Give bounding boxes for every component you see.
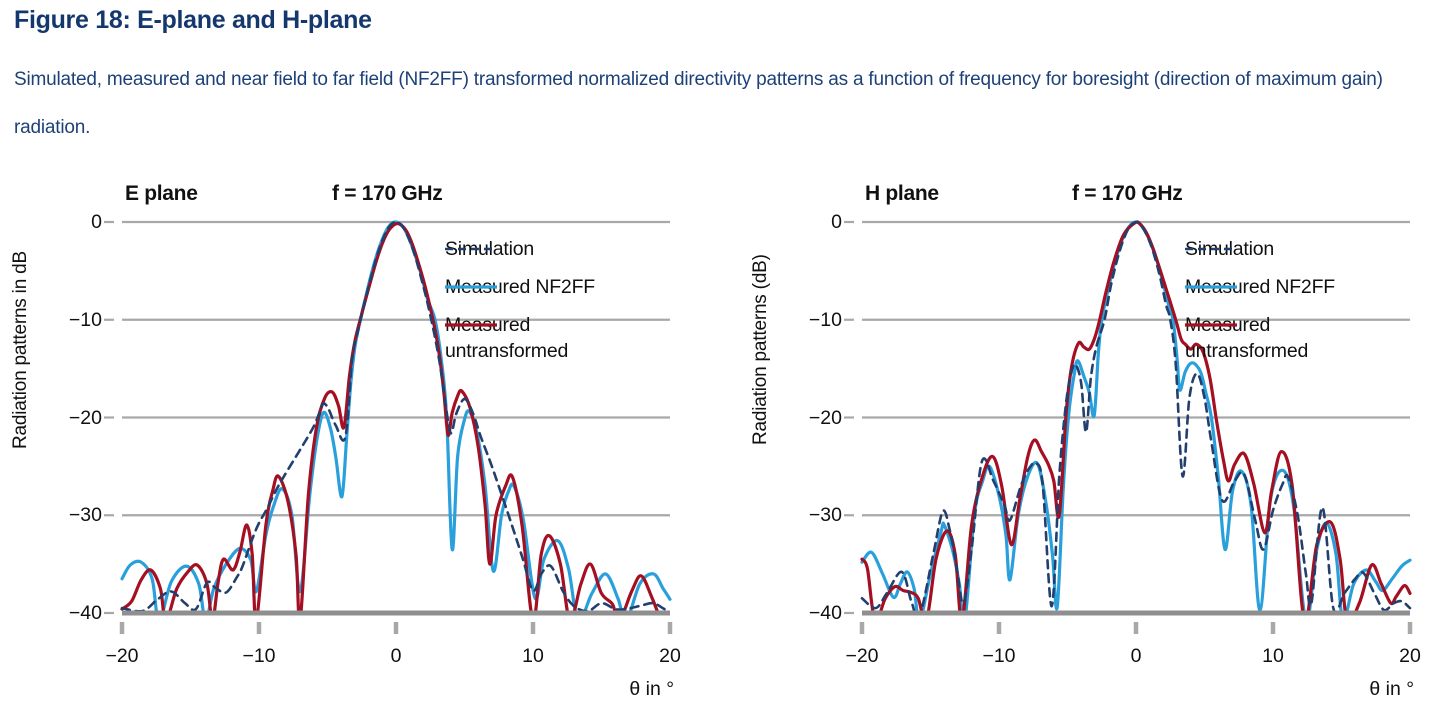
y-axis-label: Radiation patterns (dB): [750, 254, 771, 446]
x-tick-label: −20: [105, 645, 139, 667]
y-axis-label: Radiation patterns in dB: [10, 251, 31, 449]
y-tick-label: −10: [68, 309, 102, 331]
legend-item-measured-untransformed: Measured untransformed: [1185, 312, 1345, 364]
plane-label: E plane: [125, 182, 198, 205]
measured-nf2ff-line-swatch: [445, 285, 497, 289]
frequency-label: f = 170 GHz: [332, 182, 443, 205]
legend-item-measured-nf2ff: Measured NF2FF: [445, 274, 595, 300]
y-tick-label: −30: [808, 504, 842, 526]
legend-label: Measured NF2FF: [445, 276, 595, 298]
x-tick-label: −10: [982, 645, 1016, 667]
h-plane-plot: [844, 220, 1413, 634]
e-plane-plot: [104, 220, 673, 634]
simulation-line-swatch: [445, 247, 497, 251]
x-tick-label: 10: [522, 645, 544, 667]
simulation-line-swatch: [1185, 247, 1237, 251]
plane-label: H plane: [865, 182, 939, 205]
figure-caption: Simulated, measured and near field to fa…: [14, 69, 1383, 138]
measured-nf2ff-line-swatch: [1185, 285, 1237, 289]
y-tick-label: 0: [91, 211, 102, 233]
x-tick-label: −20: [845, 645, 879, 667]
y-tick-label: −30: [68, 504, 102, 526]
legend-item-simulation: Simulation: [445, 236, 534, 262]
x-tick-label: 0: [1130, 645, 1142, 667]
measured-untransformed-line-swatch: [1185, 323, 1237, 327]
y-tick-label: −20: [808, 407, 842, 429]
chart-h-plane: H plane f = 170 GHz Radiation patterns (…: [740, 160, 1440, 718]
x-tick-label: 10: [1262, 645, 1284, 667]
x-axis-title: θ in °: [1369, 678, 1414, 700]
y-tick-label: −40: [808, 602, 842, 624]
y-tick-label: −10: [808, 309, 842, 331]
chart-e-plane: E plane f = 170 GHz Radiation patterns i…: [0, 160, 720, 718]
y-tick-label: −40: [68, 602, 102, 624]
x-tick-label: 0: [390, 645, 402, 667]
x-tick-label: 20: [1399, 645, 1421, 667]
figure-title: Figure 18: E-plane and H-plane: [14, 6, 372, 34]
legend-label: Measured untransformed: [1185, 314, 1309, 362]
legend-item-measured-untransformed: Measured untransformed: [445, 312, 605, 364]
x-tick-label: −10: [242, 645, 276, 667]
y-tick-label: −20: [68, 407, 102, 429]
legend-item-measured-nf2ff: Measured NF2FF: [1185, 274, 1335, 300]
y-tick-label: 0: [831, 211, 842, 233]
x-tick-label: 20: [659, 645, 681, 667]
x-axis-title: θ in °: [629, 678, 674, 700]
measured-untransformed-line-swatch: [445, 323, 497, 327]
frequency-label: f = 170 GHz: [1072, 182, 1183, 205]
legend-item-simulation: Simulation: [1185, 236, 1274, 262]
